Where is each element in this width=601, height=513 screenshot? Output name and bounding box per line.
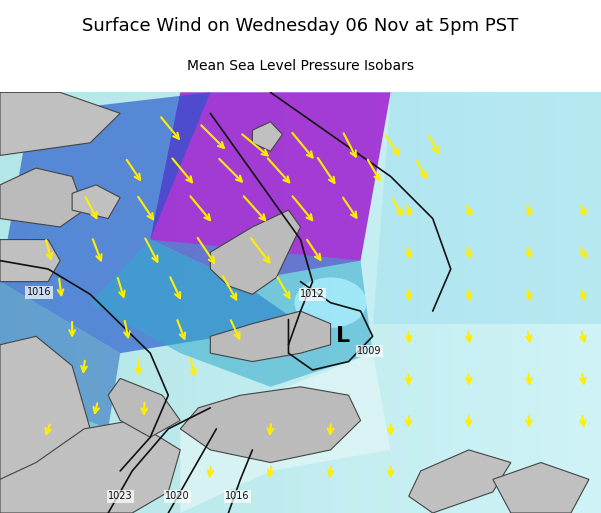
Bar <box>300 92 316 513</box>
Bar <box>361 92 376 513</box>
Text: 1023: 1023 <box>108 491 132 501</box>
Polygon shape <box>150 92 391 282</box>
Bar <box>406 92 421 513</box>
Bar <box>346 92 361 513</box>
Bar <box>285 92 300 513</box>
Polygon shape <box>90 240 373 387</box>
Bar <box>556 92 571 513</box>
Bar <box>421 92 436 513</box>
Polygon shape <box>210 210 300 294</box>
Polygon shape <box>0 387 132 513</box>
Bar <box>90 92 105 513</box>
Polygon shape <box>0 240 60 282</box>
Bar <box>180 92 195 513</box>
Text: Mean Sea Level Pressure Isobars: Mean Sea Level Pressure Isobars <box>187 60 414 73</box>
Bar <box>105 92 120 513</box>
Bar <box>135 92 150 513</box>
Bar <box>451 92 466 513</box>
Bar <box>225 92 240 513</box>
Polygon shape <box>108 379 180 437</box>
Circle shape <box>294 278 367 328</box>
Polygon shape <box>409 450 511 513</box>
Text: 1016: 1016 <box>27 287 51 297</box>
Polygon shape <box>0 282 120 429</box>
Bar <box>150 92 165 513</box>
Bar <box>481 92 496 513</box>
Text: L: L <box>335 326 350 346</box>
Bar <box>571 92 586 513</box>
Text: 1012: 1012 <box>300 289 325 299</box>
Bar <box>331 92 346 513</box>
Polygon shape <box>0 92 300 353</box>
Bar <box>210 92 225 513</box>
Polygon shape <box>252 122 282 151</box>
Bar <box>496 92 511 513</box>
Bar <box>586 92 601 513</box>
Bar <box>30 92 45 513</box>
Bar <box>526 92 541 513</box>
Polygon shape <box>0 421 180 513</box>
Polygon shape <box>72 185 120 219</box>
Text: 1020: 1020 <box>165 491 189 501</box>
Bar <box>436 92 451 513</box>
Text: Surface Wind on Wednesday 06 Nov at 5pm PST: Surface Wind on Wednesday 06 Nov at 5pm … <box>82 17 519 35</box>
Polygon shape <box>210 311 331 362</box>
Bar <box>15 92 30 513</box>
Bar <box>165 92 180 513</box>
Bar <box>541 92 556 513</box>
Bar <box>466 92 481 513</box>
Polygon shape <box>180 353 391 513</box>
Bar <box>60 92 75 513</box>
Polygon shape <box>0 337 96 513</box>
Text: 1016: 1016 <box>225 491 249 501</box>
Polygon shape <box>0 168 84 227</box>
Bar <box>376 92 391 513</box>
Bar <box>511 92 526 513</box>
Polygon shape <box>373 92 601 324</box>
Polygon shape <box>180 387 361 463</box>
Bar <box>240 92 255 513</box>
Bar <box>120 92 135 513</box>
Bar <box>391 92 406 513</box>
Text: 1009: 1009 <box>358 346 382 356</box>
Bar <box>0 92 15 513</box>
Bar <box>195 92 210 513</box>
Polygon shape <box>0 92 120 155</box>
Bar <box>255 92 270 513</box>
Bar <box>75 92 90 513</box>
Bar <box>45 92 60 513</box>
Bar <box>316 92 331 513</box>
Bar <box>270 92 285 513</box>
Polygon shape <box>493 463 589 513</box>
